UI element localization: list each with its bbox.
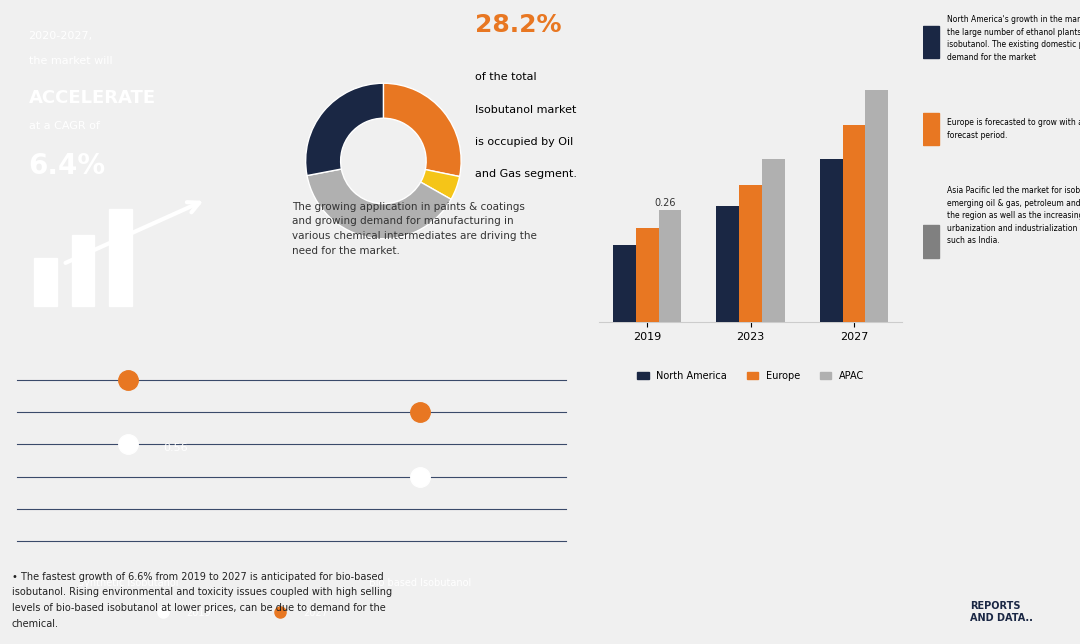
Legend: North America, Europe, APAC: North America, Europe, APAC: [633, 367, 868, 385]
Text: Europe is forecasted to grow with a CAGR of 6.5% during the
forecast period.: Europe is forecasted to grow with a CAGR…: [947, 118, 1080, 140]
Text: 0.26: 0.26: [654, 198, 676, 208]
Text: 2020-2027,: 2020-2027,: [29, 31, 93, 41]
Bar: [923, 225, 939, 258]
Text: Isobutanol market: Isobutanol market: [475, 105, 577, 115]
Text: Asia Pacific led the market for isobutanol attributing to the
emerging oil & gas: Asia Pacific led the market for isobutan…: [947, 186, 1080, 245]
Text: North America's growth in the market for isobutanol is due to
the large number o: North America's growth in the market for…: [947, 15, 1080, 62]
Text: at a CAGR of: at a CAGR of: [29, 121, 99, 131]
Wedge shape: [420, 169, 460, 199]
Text: • The fastest growth of 6.6% from 2019 to 2027 is anticipated for bio-based
isob: • The fastest growth of 6.6% from 2019 t…: [12, 572, 392, 629]
Bar: [71, 235, 94, 306]
Bar: [659, 211, 681, 322]
Bar: [716, 206, 739, 322]
Text: ACCELERATE: ACCELERATE: [29, 89, 156, 107]
Text: of the total: of the total: [475, 73, 537, 82]
Text: 2027: 2027: [303, 609, 328, 618]
Wedge shape: [306, 83, 383, 176]
Bar: [820, 159, 842, 322]
Text: 6.4%: 6.4%: [29, 152, 106, 180]
Bar: [842, 124, 865, 322]
Bar: [739, 185, 762, 322]
Bar: [865, 90, 888, 322]
Bar: [762, 159, 785, 322]
Bar: [923, 113, 939, 145]
Text: Synthetic Isobutanol: Synthetic Isobutanol: [78, 578, 178, 588]
Bar: [613, 245, 636, 322]
Bar: [35, 258, 57, 306]
Text: 0.56: 0.56: [163, 443, 188, 453]
Text: The growing application in paints & coatings
and growing demand for manufacturin: The growing application in paints & coat…: [292, 202, 537, 256]
Text: REPORTS
AND DATA..: REPORTS AND DATA..: [971, 601, 1034, 623]
Text: Bio based Isobutanol: Bio based Isobutanol: [368, 578, 471, 588]
Bar: [923, 26, 939, 58]
Wedge shape: [307, 169, 451, 239]
Text: is occupied by Oil: is occupied by Oil: [475, 137, 573, 147]
Bar: [109, 209, 132, 306]
Text: and Gas segment.: and Gas segment.: [475, 169, 577, 179]
Wedge shape: [383, 83, 461, 176]
Text: 2019: 2019: [187, 609, 212, 618]
Bar: [636, 227, 659, 322]
Text: the market will: the market will: [29, 57, 112, 66]
Text: 28.2%: 28.2%: [475, 13, 562, 37]
FancyArrowPatch shape: [66, 202, 200, 263]
